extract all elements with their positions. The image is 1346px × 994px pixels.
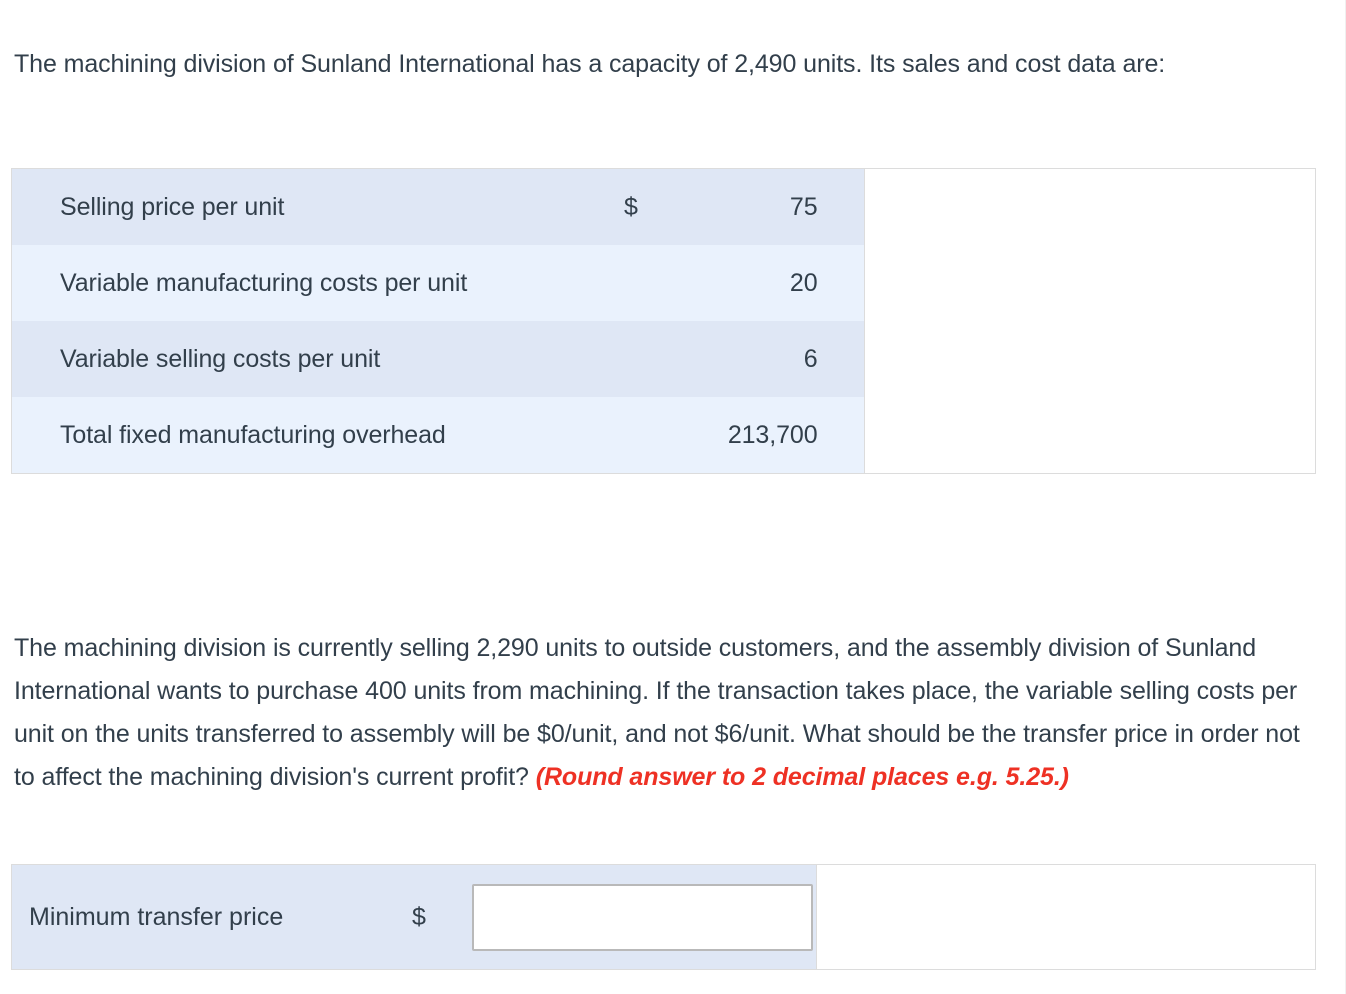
table-row: Total fixed manufacturing overhead 213,7… [12, 397, 1315, 473]
row-value: 75 [789, 192, 818, 221]
question-body: The machining division is currently sell… [14, 634, 1300, 791]
answer-blank-cell [815, 865, 1315, 969]
answer-currency: $ [412, 865, 457, 969]
row-blank-cell [863, 245, 1315, 321]
answer-label: Minimum transfer price [12, 865, 412, 969]
row-value: 20 [789, 268, 818, 297]
row-label: Variable selling costs per unit [60, 344, 381, 373]
minimum-transfer-price-input[interactable] [472, 883, 813, 951]
row-currency [624, 397, 694, 473]
row-value: 213,700 [727, 420, 818, 449]
answer-row: Minimum transfer price $ [12, 865, 1315, 969]
table-row: Variable selling costs per unit 6 [12, 321, 1315, 397]
cost-data-table: Selling price per unit $ 75 Variable man… [11, 168, 1316, 474]
row-currency [624, 245, 694, 321]
row-blank-cell [863, 169, 1315, 245]
row-value: 6 [803, 344, 818, 373]
table-row: Selling price per unit $ 75 [12, 169, 1315, 245]
intro-paragraph: The machining division of Sunland Intern… [14, 50, 1166, 78]
question-paragraph: The machining division is currently sell… [14, 627, 1314, 799]
answer-input-cell [457, 865, 816, 969]
row-blank-cell [863, 397, 1315, 473]
row-label: Selling price per unit [60, 192, 285, 221]
rounding-instruction: (Round answer to 2 decimal places e.g. 5… [535, 763, 1069, 791]
row-label: Total fixed manufacturing overhead [60, 420, 446, 449]
row-currency: $ [624, 192, 638, 221]
row-label: Variable manufacturing costs per unit [60, 268, 468, 297]
table-row: Variable manufacturing costs per unit 20 [12, 245, 1315, 321]
row-currency [624, 321, 694, 397]
row-blank-cell [863, 321, 1315, 397]
answer-table: Minimum transfer price $ [11, 864, 1316, 970]
